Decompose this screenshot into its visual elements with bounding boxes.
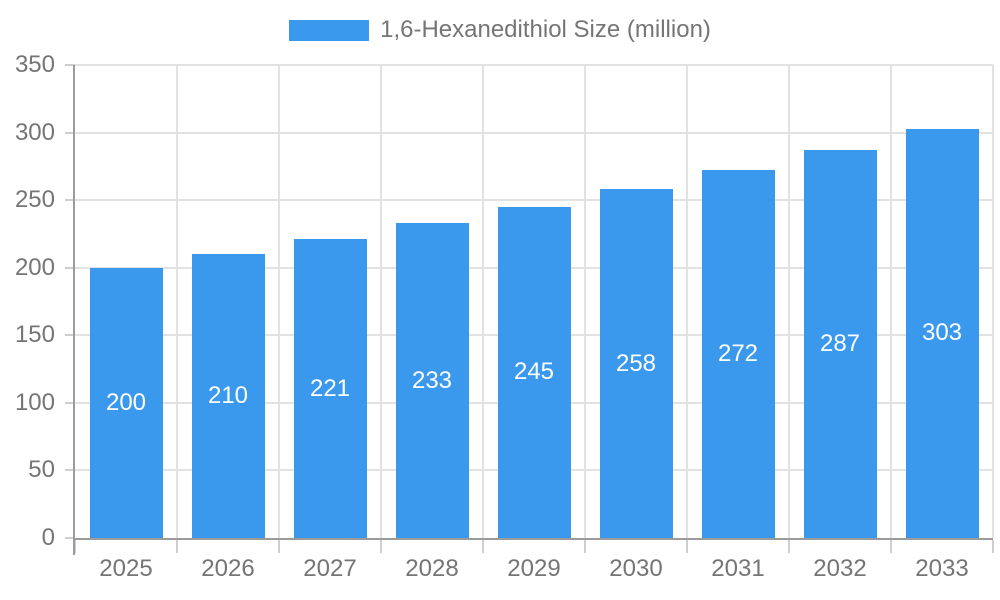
bar-value-label: 233 — [411, 366, 453, 394]
bar-value-label: 245 — [513, 358, 555, 386]
x-axis-tick — [380, 540, 382, 553]
y-axis-label: 150 — [14, 321, 55, 349]
gridline-vertical — [890, 65, 892, 538]
x-axis-tick — [992, 540, 994, 553]
y-axis-tick — [65, 199, 75, 202]
x-axis-tick — [890, 540, 892, 553]
y-axis-tick — [65, 537, 75, 539]
y-axis-tick — [65, 64, 75, 66]
y-axis-label: 100 — [14, 388, 55, 416]
gridline-vertical — [176, 65, 178, 538]
x-axis-tick — [788, 540, 790, 553]
x-axis-tick — [584, 540, 586, 553]
y-axis-line — [73, 65, 75, 555]
x-axis-tick — [74, 540, 76, 553]
gridline-vertical — [380, 65, 382, 538]
y-axis-label: 200 — [14, 253, 55, 281]
gridline-vertical — [482, 65, 484, 538]
x-axis-label: 2032 — [813, 555, 867, 582]
y-axis-label: 300 — [14, 118, 55, 146]
x-axis-tick — [176, 540, 178, 553]
x-axis-label: 2028 — [405, 555, 459, 582]
bar[interactable] — [293, 239, 367, 538]
x-axis-label: 2031 — [711, 555, 765, 582]
bar-value-label: 287 — [819, 330, 861, 358]
bar-value-label: 210 — [207, 382, 249, 410]
bar-value-label: 258 — [615, 349, 657, 377]
y-axis-label: 50 — [28, 456, 55, 484]
bar-value-label: 303 — [921, 319, 963, 347]
gridline-horizontal — [75, 199, 993, 202]
bar-value-label: 272 — [717, 340, 759, 368]
y-axis-tick — [65, 131, 75, 134]
x-axis-label: 2026 — [201, 555, 255, 582]
gridline-vertical — [278, 65, 280, 538]
legend-swatch-icon — [289, 19, 370, 41]
y-axis-tick — [65, 469, 75, 472]
x-axis-tick — [278, 540, 280, 553]
x-axis-label: 2030 — [609, 555, 663, 582]
bar[interactable] — [395, 223, 469, 538]
x-axis-label: 2033 — [915, 555, 969, 582]
legend[interactable]: 1,6-Hexanedithiol Size (million) — [0, 16, 1000, 44]
gridline-vertical — [686, 65, 688, 538]
bar[interactable] — [701, 170, 775, 538]
x-axis-tick — [482, 540, 484, 553]
gridline-horizontal — [75, 64, 993, 66]
x-axis-label: 2027 — [303, 555, 357, 582]
x-axis-tick — [686, 540, 688, 553]
bar[interactable] — [803, 150, 877, 538]
y-axis-tick — [65, 266, 75, 269]
bar[interactable] — [599, 189, 673, 538]
y-axis-label: 350 — [14, 51, 55, 78]
x-axis-label: 2025 — [99, 555, 153, 582]
bar-value-label: 221 — [309, 374, 351, 402]
y-axis-label: 0 — [41, 524, 55, 551]
gridline-horizontal — [75, 131, 993, 134]
y-axis-tick — [65, 401, 75, 404]
gridline-vertical — [584, 65, 586, 538]
y-axis-label: 250 — [14, 186, 55, 214]
x-axis-line — [73, 538, 993, 540]
bar[interactable] — [497, 206, 571, 538]
bar[interactable] — [191, 254, 265, 538]
bar[interactable] — [905, 128, 979, 538]
legend-label: 1,6-Hexanedithiol Size (million) — [380, 16, 711, 43]
bar[interactable] — [89, 267, 163, 538]
bar-value-label: 200 — [105, 388, 147, 416]
gridline-vertical — [788, 65, 790, 538]
x-axis-label: 2029 — [507, 555, 561, 582]
y-axis-tick — [65, 334, 75, 337]
gridline-vertical — [992, 65, 994, 538]
